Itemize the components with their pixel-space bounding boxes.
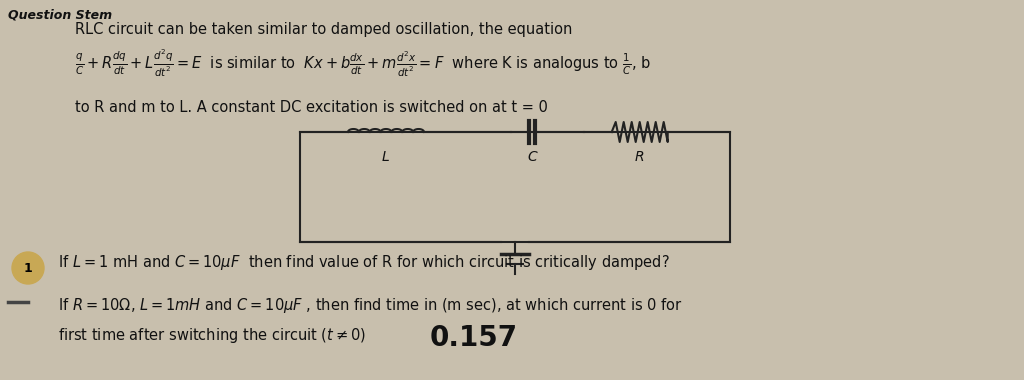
Text: first time after switching the circuit $(t \neq 0)$: first time after switching the circuit $…: [58, 326, 366, 345]
Text: RLC circuit can be taken similar to damped oscillation, the equation: RLC circuit can be taken similar to damp…: [75, 22, 572, 37]
Text: 1: 1: [24, 261, 33, 274]
Text: If $R = 10\Omega$, $L = 1mH$ and $C = 10\mu F$ , then find time in (m sec), at w: If $R = 10\Omega$, $L = 1mH$ and $C = 10…: [58, 296, 683, 315]
Text: $\frac{q}{C} + R\frac{dq}{dt} + L\frac{d^2q}{dt^2} = E$  is similar to  $Kx + b\: $\frac{q}{C} + R\frac{dq}{dt} + L\frac{d…: [75, 48, 651, 79]
Text: 0.157: 0.157: [430, 324, 518, 352]
Text: R: R: [635, 150, 644, 164]
Text: L: L: [382, 150, 390, 164]
Text: Question Stem: Question Stem: [8, 8, 112, 21]
Text: If $L = 1$ mH and $C = 10\mu F$  then find value of R for which circuit is criti: If $L = 1$ mH and $C = 10\mu F$ then fin…: [58, 253, 670, 272]
Text: to R and m to L. A constant DC excitation is switched on at t = 0: to R and m to L. A constant DC excitatio…: [75, 100, 548, 115]
Bar: [300, 132, 730, 242]
Circle shape: [12, 252, 44, 284]
Text: C: C: [527, 150, 537, 164]
